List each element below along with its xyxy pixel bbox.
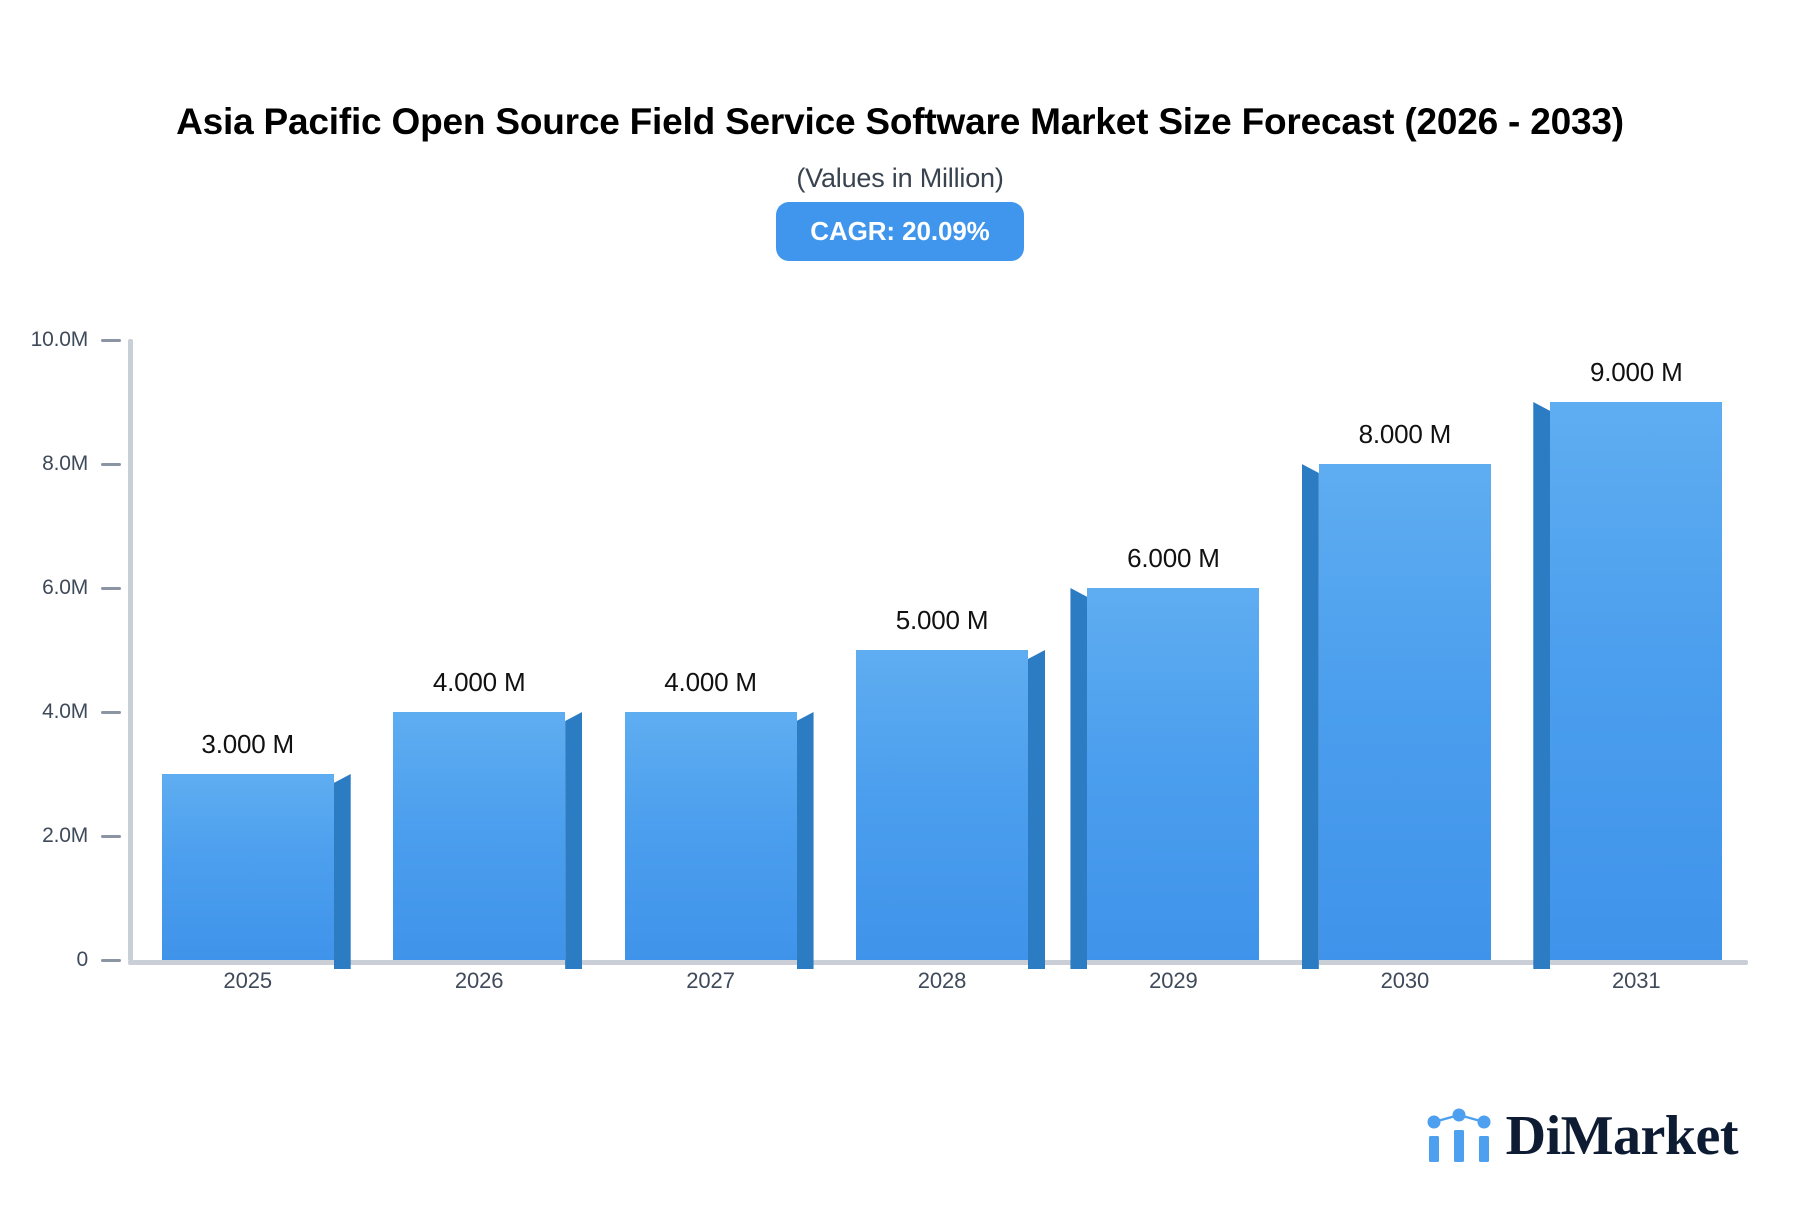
bar[interactable] (1533, 402, 1723, 969)
bar-side-face (333, 774, 351, 969)
bar-side-face (1070, 588, 1088, 969)
y-axis-tick: 6.0M (0, 576, 132, 600)
bar-series: 3.000 M 4.000 M 4.000 M 5.000 M 6.000 M 8.000… (132, 340, 1752, 969)
y-axis-tick: 2.0M (0, 824, 132, 848)
y-axis-tick: 4.0M (0, 700, 132, 724)
bar-slot: 3.000 M (161, 340, 351, 969)
x-axis-label: 2028 (917, 968, 967, 993)
bar-side-face (565, 712, 583, 969)
bar-value-label: 8.000 M (1358, 419, 1452, 449)
x-axis-label: 2031 (1612, 968, 1661, 993)
bar-face (856, 650, 1028, 960)
bar[interactable] (624, 712, 814, 969)
y-axis-tick-label: 8.0M (42, 452, 88, 475)
bar-value-label: 6.000 M (1127, 543, 1220, 573)
chart-header: Asia Pacific Open Source Field Service S… (0, 0, 1800, 261)
bar-side-face (1301, 464, 1319, 969)
y-axis-tick-dash (101, 958, 121, 962)
logo-text: DiMarket (1505, 1105, 1739, 1167)
cagr-badge: CAGR: 20.09% (776, 201, 1024, 261)
bar-face (1550, 402, 1723, 960)
bar-value-label: 4.000 M (664, 667, 757, 697)
bar-slot: 8.000 M (1301, 340, 1491, 969)
y-axis-tick: 8.0M (0, 452, 132, 476)
x-axis-label: 2026 (454, 968, 504, 993)
bar-value-label: 3.000 M (201, 729, 294, 759)
bar-slot: 9.000 M (1533, 340, 1723, 969)
x-axis-label: 2027 (686, 968, 735, 993)
bar-slot: 4.000 M (624, 340, 814, 969)
bar-face (161, 774, 334, 960)
bar-face (1318, 464, 1491, 960)
y-axis-tick: 10.0M (0, 328, 132, 352)
bar-value-label: 5.000 M (895, 605, 989, 635)
y-axis-tick: 0 (0, 948, 132, 972)
bar-side-face (1028, 650, 1045, 969)
bar[interactable] (1301, 464, 1491, 969)
x-axis-labels: 2025 2026 2027 2028 2029 2030 2031 (132, 968, 1752, 1008)
bar[interactable] (1070, 588, 1260, 969)
bar-face (624, 712, 797, 960)
y-axis-tick-dash (101, 586, 121, 590)
bar[interactable] (856, 650, 1045, 969)
chart-title: Asia Pacific Open Source Field Service S… (176, 101, 1624, 142)
x-axis-label: 2030 (1380, 968, 1430, 993)
y-axis-tick-label: 4.0M (42, 700, 88, 723)
y-axis-line (128, 339, 133, 961)
bar[interactable] (393, 712, 583, 969)
bar[interactable] (161, 774, 351, 969)
x-axis-line (128, 960, 1748, 965)
bar-side-face (1533, 402, 1551, 969)
y-axis-tick-dash (101, 834, 121, 838)
y-axis-tick-label: 2.0M (42, 824, 88, 847)
y-axis-tick-dash (101, 462, 121, 466)
bar-side-face (796, 712, 814, 969)
bar-slot: 4.000 M (393, 340, 583, 969)
cagr-badge-container: CAGR: 20.09% (0, 201, 1800, 261)
bar-slot: 5.000 M (856, 340, 1045, 969)
y-axis-tick-dash (101, 338, 121, 342)
logo-bars-icon (1427, 1108, 1491, 1162)
bar-face (393, 712, 566, 960)
y-axis-tick-dash (101, 710, 121, 714)
bar-face (1087, 588, 1260, 960)
plot-area: 0 2.0M 4.0M 6.0M 8.0M 10.0M 3.000 M 4.000 M 4.0… (31, 328, 1752, 971)
dimarket-logo: DiMarket (1426, 1105, 1739, 1167)
y-axis-tick-label: 6.0M (42, 576, 88, 599)
bar-value-label: 4.000 M (432, 667, 526, 697)
chart-subtitle: (Values in Million) (796, 162, 1004, 193)
y-axis-tick-label: 0 (76, 948, 89, 971)
x-axis-label: 2025 (223, 968, 272, 993)
bar-slot: 6.000 M (1070, 340, 1260, 969)
y-axis-tick-label: 10.0M (30, 328, 89, 351)
x-axis-label: 2029 (1149, 968, 1198, 993)
bar-value-label: 9.000 M (1590, 357, 1683, 387)
